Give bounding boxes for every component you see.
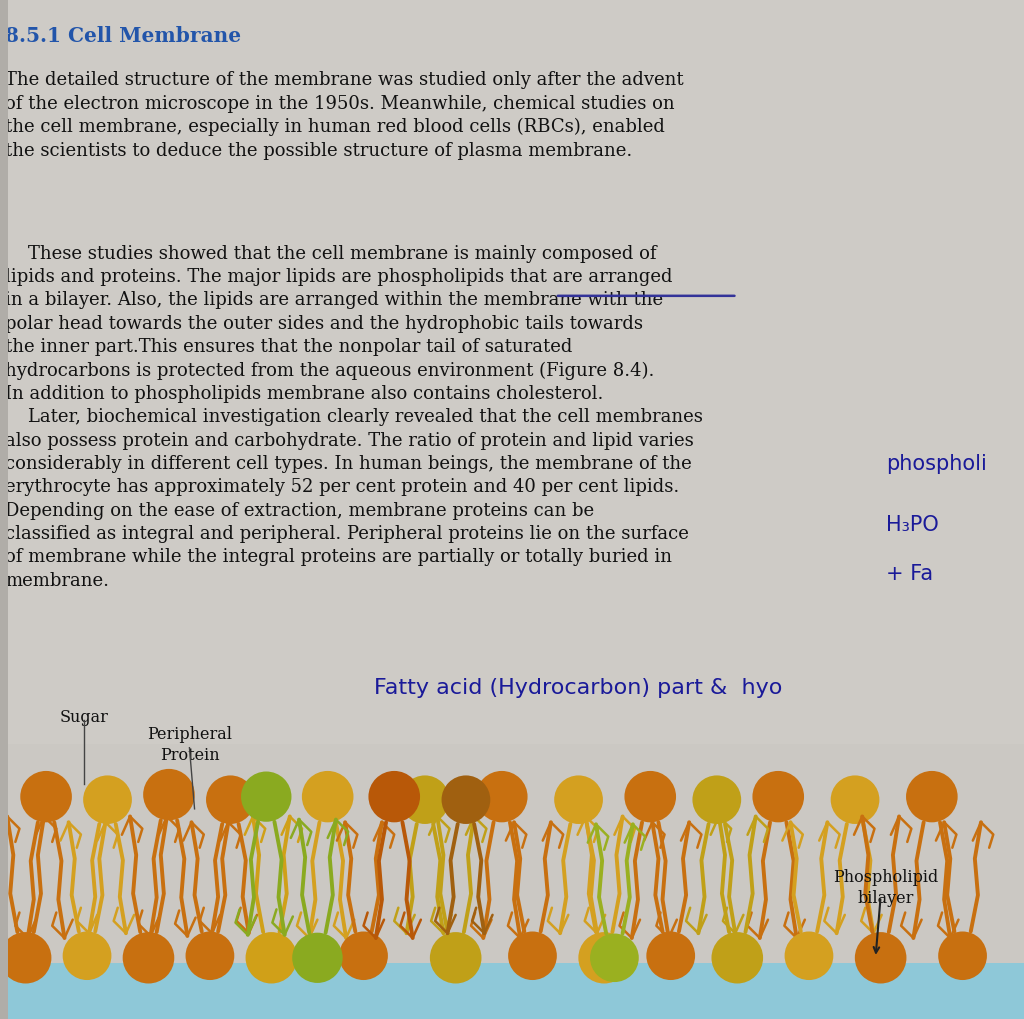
Bar: [0, 744, 1024, 1019]
Circle shape: [830, 775, 880, 824]
Circle shape: [339, 931, 388, 980]
Text: Fatty acid (Hydrocarbon) part &  hyo: Fatty acid (Hydrocarbon) part & hyo: [374, 678, 782, 698]
Circle shape: [508, 931, 557, 980]
Circle shape: [123, 932, 174, 983]
Circle shape: [0, 932, 51, 983]
Circle shape: [430, 932, 481, 983]
Circle shape: [143, 769, 195, 820]
Circle shape: [855, 932, 906, 983]
Circle shape: [206, 775, 255, 824]
Text: 8.5.1 Cell Membrane: 8.5.1 Cell Membrane: [5, 25, 242, 46]
Circle shape: [246, 932, 297, 983]
Text: The detailed structure of the membrane was studied only after the advent
of the : The detailed structure of the membrane w…: [5, 71, 684, 160]
Circle shape: [753, 771, 804, 822]
Circle shape: [938, 931, 987, 980]
Circle shape: [62, 931, 112, 980]
Text: Phospholipid
bilayer: Phospholipid bilayer: [834, 868, 938, 906]
Circle shape: [625, 771, 676, 822]
Circle shape: [784, 931, 834, 980]
Circle shape: [292, 932, 343, 983]
Circle shape: [692, 775, 741, 824]
Circle shape: [241, 771, 292, 822]
Circle shape: [590, 933, 639, 982]
Circle shape: [302, 771, 353, 822]
Text: Peripheral
Protein: Peripheral Protein: [146, 726, 232, 763]
Text: These studies showed that the cell membrane is mainly composed of
lipids and pro: These studies showed that the cell membr…: [5, 245, 703, 589]
Circle shape: [646, 931, 695, 980]
Circle shape: [476, 771, 527, 822]
Bar: [0, 0, 8, 1019]
Circle shape: [185, 931, 234, 980]
Circle shape: [400, 775, 450, 824]
Bar: [0, 963, 1024, 1019]
Text: H₃PO: H₃PO: [886, 515, 939, 535]
Circle shape: [369, 771, 420, 822]
Circle shape: [554, 775, 603, 824]
Circle shape: [441, 775, 490, 824]
Circle shape: [579, 932, 630, 983]
Text: + Fa: + Fa: [886, 564, 933, 584]
Circle shape: [20, 771, 72, 822]
Circle shape: [83, 775, 132, 824]
Circle shape: [906, 771, 957, 822]
Text: Sugar: Sugar: [59, 708, 109, 726]
Circle shape: [712, 932, 763, 983]
Text: phospholi: phospholi: [886, 453, 987, 474]
